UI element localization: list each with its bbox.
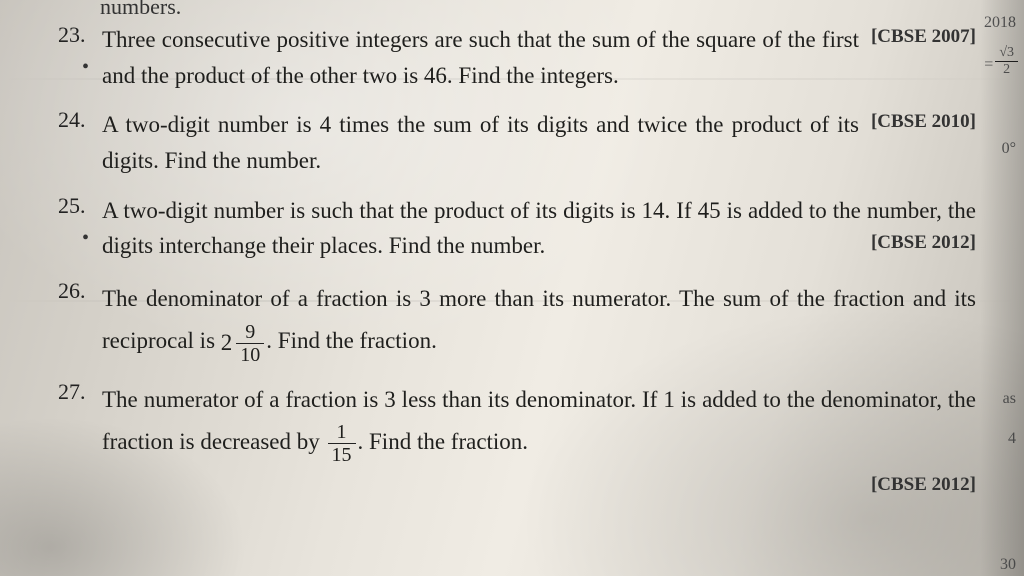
- question-24: 24. [CBSE 2010] A two-digit number is 4 …: [58, 107, 976, 178]
- margin-year: 2018: [984, 14, 1016, 32]
- bullet-mark: •: [82, 56, 89, 79]
- question-number: 23.: [58, 22, 86, 48]
- question-number: 24.: [58, 107, 86, 133]
- margin-30: 30: [1000, 556, 1016, 574]
- question-26: 26. The denominator of a fraction is 3 m…: [58, 278, 976, 365]
- question-text-part: . Find the fraction.: [358, 429, 529, 454]
- question-23: 23. • [CBSE 2007] Three consecutive posi…: [58, 22, 976, 93]
- bullet-mark: •: [82, 227, 89, 250]
- question-text-line: A two-digit number is such that the prod…: [102, 198, 721, 223]
- question-body: The numerator of a fraction is 3 less th…: [102, 379, 976, 466]
- question-number: 26.: [58, 278, 86, 304]
- question-text-part: . Find the fraction.: [266, 328, 437, 353]
- question-body: A two-digit number is such that the prod…: [102, 193, 976, 264]
- question-body: The denominator of a fraction is 3 more …: [102, 278, 976, 365]
- cbse-tag: [CBSE 2012]: [871, 467, 976, 502]
- question-text-line: A two-digit number is 4 times the sum of…: [102, 112, 723, 137]
- cbse-tag: [CBSE 2007]: [871, 22, 976, 51]
- cbse-tag: [CBSE 2010]: [871, 107, 976, 136]
- question-text-line: Three consecutive positive integers are …: [102, 27, 756, 52]
- textbook-page: numbers. 2018 =√32 0° as 4 30 23. • [CBS…: [0, 0, 1024, 576]
- fragment-top: numbers.: [100, 0, 181, 20]
- margin-zero: 0°: [1002, 140, 1016, 158]
- mixed-whole: 2: [221, 322, 233, 365]
- fraction: 910: [236, 322, 264, 365]
- question-25: 25. • A two-digit number is such that th…: [58, 193, 976, 264]
- fraction: 115: [328, 422, 356, 465]
- margin-as: as: [1003, 390, 1016, 408]
- question-text-line: The numerator of a fraction is 3 less th…: [102, 387, 757, 412]
- question-body: [CBSE 2010] A two-digit number is 4 time…: [102, 107, 976, 178]
- question-text-line: The denominator of a fraction is 3 more …: [102, 286, 789, 311]
- question-text-line: number.: [471, 233, 546, 258]
- margin-eq: =√32: [984, 46, 1020, 77]
- question-27: 27. The numerator of a fraction is 3 les…: [58, 379, 976, 466]
- question-number: 27.: [58, 379, 86, 405]
- cbse-tag: [CBSE 2012]: [871, 228, 976, 257]
- margin-4: 4: [1008, 430, 1016, 448]
- question-number: 25.: [58, 193, 86, 219]
- question-body: [CBSE 2007] Three consecutive positive i…: [102, 22, 976, 93]
